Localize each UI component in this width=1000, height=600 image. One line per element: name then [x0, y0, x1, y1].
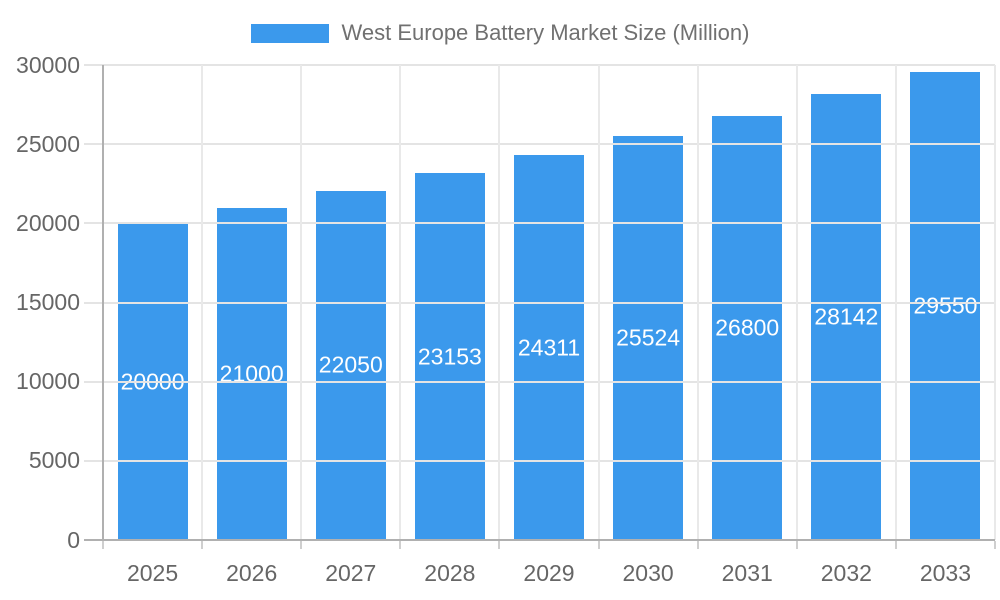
x-tick-mark: [399, 541, 402, 549]
x-axis-line: [84, 539, 995, 541]
x-gridline: [399, 65, 402, 540]
x-tick-label: 2025: [126, 560, 179, 586]
bar-value-label: 24311: [517, 334, 581, 361]
x-gridline: [597, 65, 600, 540]
x-tick-label: 2029: [523, 560, 575, 586]
x-tick-label: 2027: [325, 560, 377, 586]
x-tick-label: 2031: [721, 560, 773, 586]
x-tick-mark: [201, 541, 204, 549]
y-gridline: [84, 380, 995, 383]
bar[interactable]: 29550: [910, 72, 981, 540]
plot-area: 20000 21000 22050 23153 24311 25524 26800 28142…: [103, 65, 995, 540]
bar-value-label: 22050: [318, 351, 383, 378]
bar-value-label: 21000: [219, 360, 284, 387]
bar[interactable]: 25524: [613, 135, 684, 540]
x-tick-mark: [795, 541, 798, 549]
bar-value-label: 23153: [417, 343, 482, 370]
x-tick-mark: [300, 541, 303, 549]
y-gridline: [84, 459, 995, 462]
bar[interactable]: 22050: [315, 190, 386, 540]
x-tick-mark: [498, 541, 501, 549]
y-axis-line: [102, 65, 104, 542]
x-tick-label: 2026: [226, 560, 278, 586]
x-tick-label: 2032: [820, 560, 872, 586]
bar[interactable]: 21000: [216, 207, 287, 540]
x-gridline: [201, 65, 204, 540]
y-tick-label: 0: [67, 526, 80, 553]
bar[interactable]: 28142: [811, 94, 882, 540]
x-gridline: [498, 65, 501, 540]
x-tick-mark: [102, 541, 104, 549]
y-gridline: [84, 222, 995, 225]
y-tick-label: 30000: [16, 51, 80, 78]
bar[interactable]: 26800: [712, 115, 783, 540]
bar-value-label: 29550: [913, 292, 978, 319]
bar-value-label: 28142: [814, 303, 879, 330]
y-gridline: [84, 301, 995, 304]
chart-legend: West Europe Battery Market Size (Million…: [0, 16, 1000, 50]
y-tick-label: 15000: [16, 289, 80, 315]
legend-label: West Europe Battery Market Size (Million…: [341, 20, 750, 45]
bar[interactable]: 23153: [414, 173, 485, 540]
legend-swatch-icon: [250, 23, 329, 43]
y-gridline: [84, 64, 995, 66]
y-gridline: [84, 143, 995, 146]
x-tick-label: 2028: [424, 560, 476, 586]
y-tick-label: 25000: [16, 130, 80, 157]
legend-item[interactable]: West Europe Battery Market Size (Million…: [250, 20, 750, 46]
bar[interactable]: 24311: [514, 155, 584, 540]
x-tick-label: 2033: [919, 560, 972, 586]
y-tick-label: 5000: [28, 447, 80, 474]
x-gridline: [894, 65, 897, 540]
x-tick-mark: [696, 541, 699, 549]
x-tick-mark: [994, 541, 996, 549]
x-gridline: [795, 65, 798, 540]
y-tick-label: 10000: [16, 368, 80, 395]
x-gridline: [696, 65, 699, 540]
x-tick-mark: [597, 541, 600, 549]
x-gridline: [994, 65, 996, 540]
bar-value-label: 25524: [616, 324, 681, 351]
x-tick-mark: [894, 541, 897, 549]
x-tick-label: 2030: [622, 560, 674, 586]
bar-value-label: 26800: [715, 314, 780, 341]
x-gridline: [300, 65, 303, 540]
y-tick-label: 20000: [16, 209, 80, 236]
